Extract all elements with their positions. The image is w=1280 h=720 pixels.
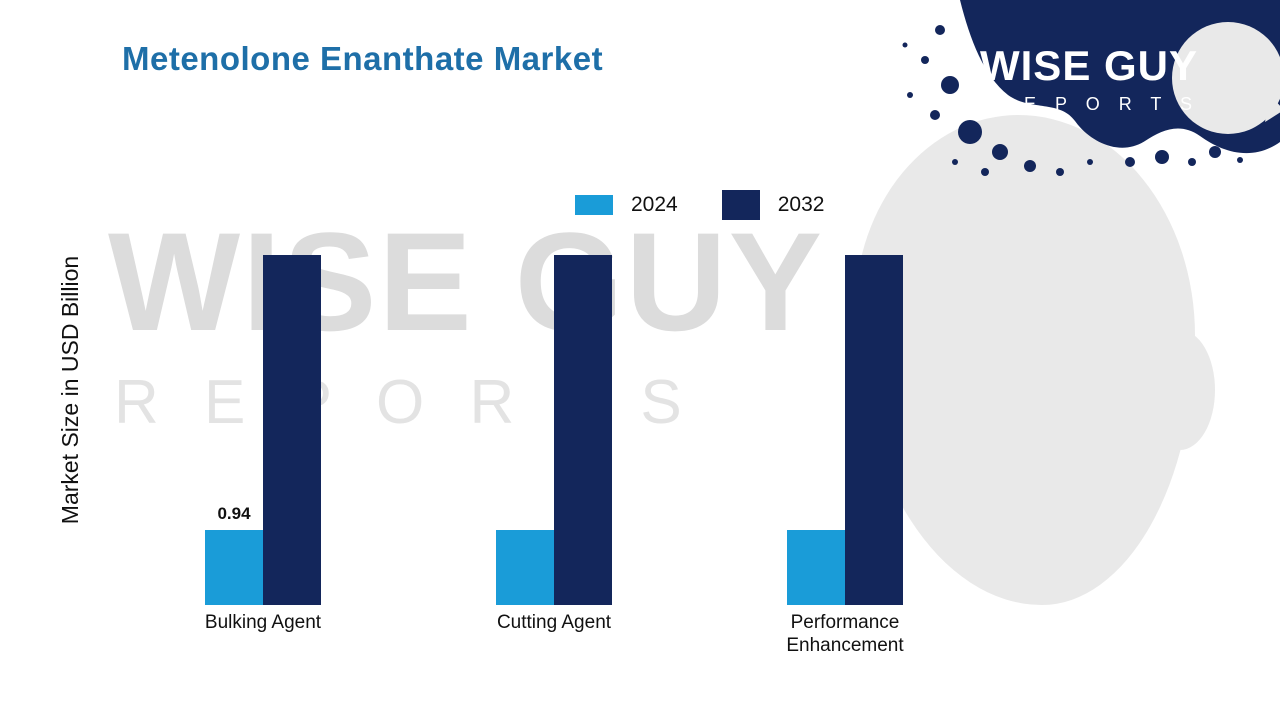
watermark-face-nose bbox=[1145, 330, 1215, 450]
legend-item-2024: 2024 bbox=[575, 193, 678, 217]
chart-legend: 2024 2032 bbox=[575, 190, 824, 220]
bar-group-performance-enhancement bbox=[787, 255, 903, 605]
logo-head-icon bbox=[1172, 22, 1280, 134]
logo-head-nose bbox=[1265, 95, 1280, 122]
bar-2032-performance-enhancement bbox=[845, 255, 903, 605]
legend-label-2032: 2032 bbox=[777, 193, 825, 216]
logo-dots-pattern bbox=[902, 25, 1243, 176]
y-axis-label: Market Size in USD Billion bbox=[57, 255, 83, 525]
bar-2024-cutting-agent bbox=[496, 530, 554, 605]
bar-2024-bulking-agent: 0.94 bbox=[205, 504, 263, 605]
bar-group-bulking-agent: 0.94 bbox=[205, 255, 321, 605]
bar-chart: 0.94 bbox=[205, 255, 903, 605]
bar-2032-bulking-agent bbox=[263, 255, 321, 605]
legend-swatch-2024 bbox=[575, 195, 613, 215]
category-cell-cutting-agent: Cutting Agent bbox=[496, 612, 612, 676]
legend-swatch-2032 bbox=[721, 190, 760, 220]
watermark-face-silhouette bbox=[855, 115, 1195, 605]
category-label-cutting-agent: Cutting Agent bbox=[496, 612, 612, 633]
logo-reports-text: R E P O R T S bbox=[992, 94, 1199, 114]
watermark-wiseguy-text: WISE GUY bbox=[108, 203, 825, 360]
wiseguy-reports-logo: WISE GUY R E P O R T S bbox=[880, 0, 1280, 360]
bar-group-cutting-agent bbox=[496, 255, 612, 605]
legend-item-2032: 2032 bbox=[721, 190, 825, 220]
category-cell-performance-enhancement: Performance Enhancement bbox=[786, 612, 903, 676]
bar-value-label: 0.94 bbox=[217, 504, 251, 523]
category-label-performance-enhancement: Performance Enhancement bbox=[786, 612, 904, 656]
bar-2032-cutting-agent bbox=[554, 255, 612, 605]
legend-label-2024: 2024 bbox=[631, 193, 678, 216]
category-label-bulking-agent: Bulking Agent bbox=[204, 612, 322, 633]
category-cell-bulking-agent: Bulking Agent bbox=[205, 612, 321, 676]
category-labels: Bulking Agent Cutting Agent Performance En… bbox=[205, 612, 904, 676]
logo-graphic: WISE GUY R E P O R T S bbox=[902, 0, 1280, 176]
page-title: Metenolone Enanthate Market bbox=[122, 40, 604, 77]
logo-wiseguy-text: WISE GUY bbox=[980, 42, 1198, 89]
bar-2024-performance-enhancement bbox=[787, 530, 845, 605]
